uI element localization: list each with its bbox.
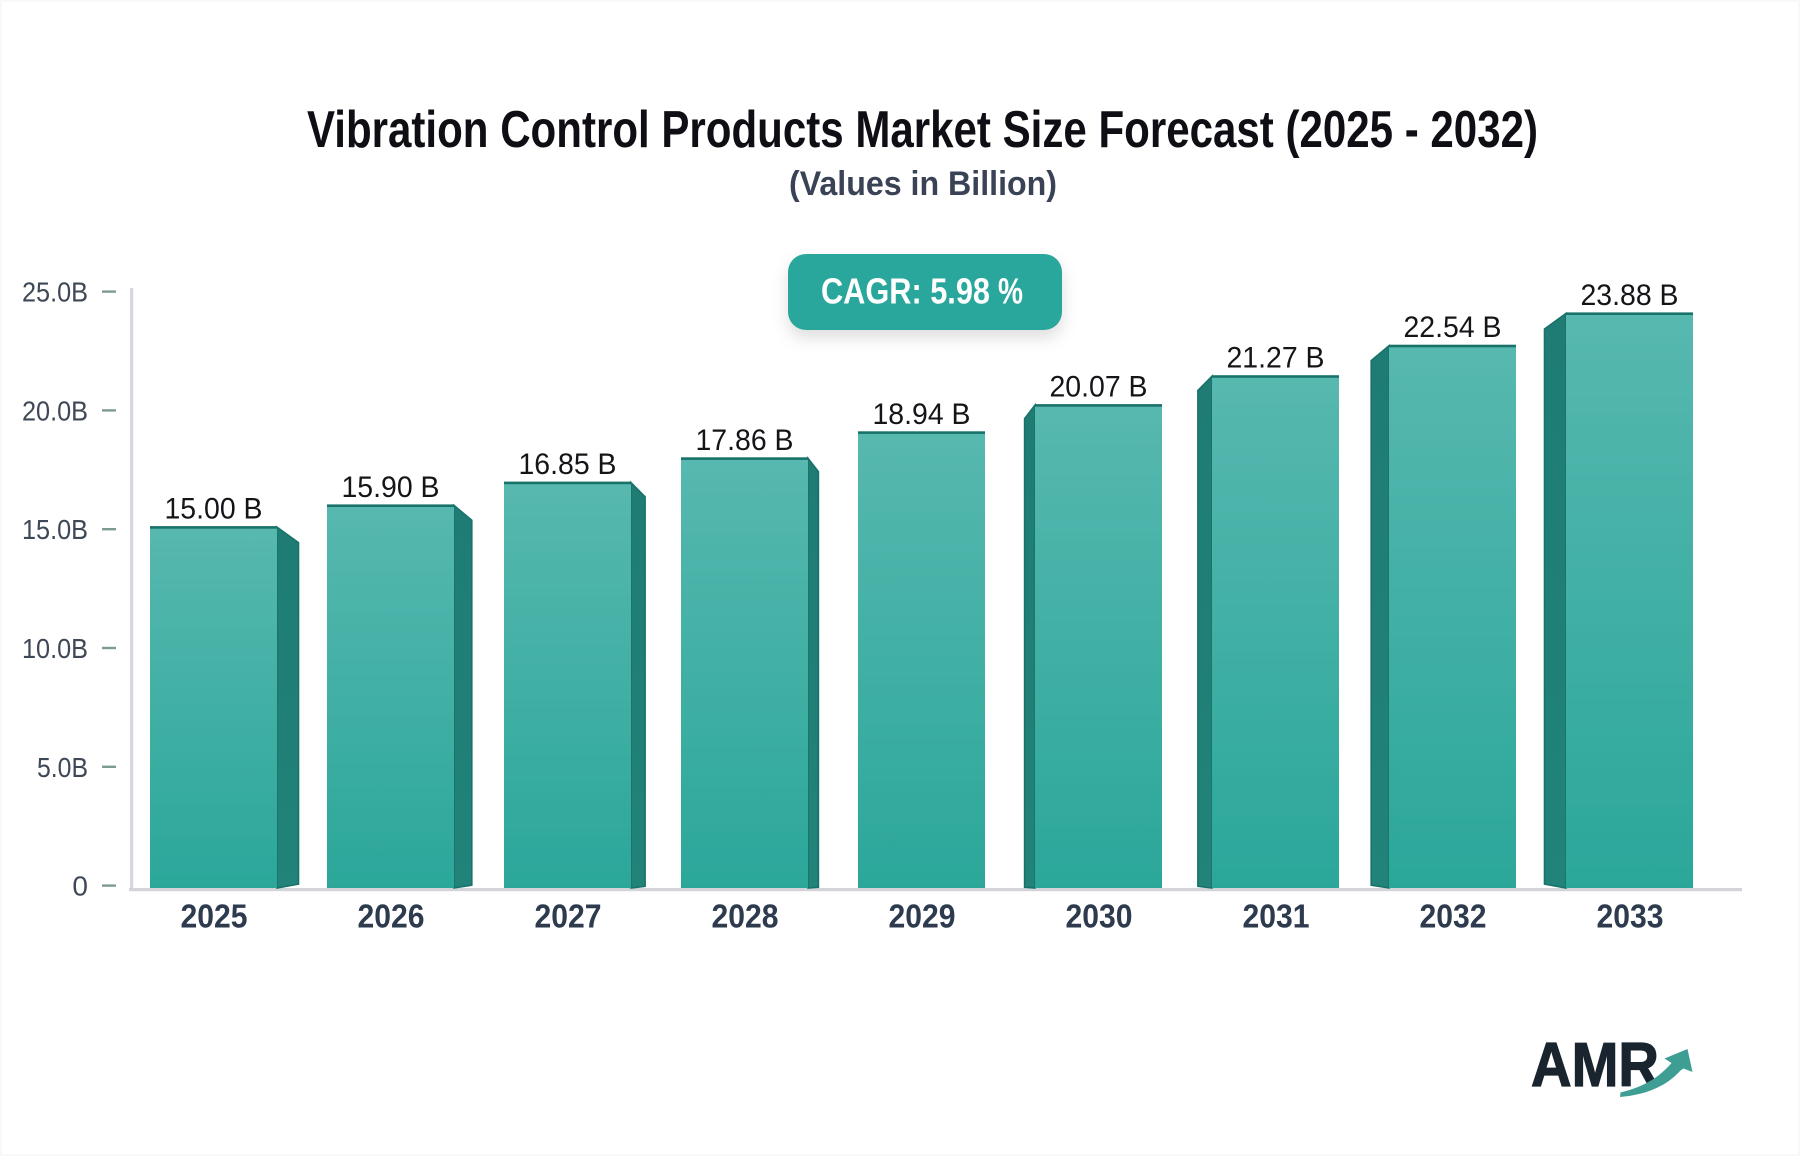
svg-text:18.94 B: 18.94 B: [873, 398, 971, 431]
svg-text:2030: 2030: [1066, 898, 1133, 935]
svg-text:%: %: [998, 271, 1023, 312]
svg-text:25.0B: 25.0B: [22, 277, 88, 308]
svg-text:CAGR: 5.98: CAGR: 5.98: [821, 271, 990, 312]
svg-text:2026: 2026: [358, 898, 425, 935]
svg-text:5.0B: 5.0B: [37, 752, 88, 783]
svg-text:15.0B: 15.0B: [22, 514, 88, 545]
svg-text:21.27 B: 21.27 B: [1227, 342, 1325, 375]
svg-text:2029: 2029: [889, 898, 956, 935]
svg-text:2028: 2028: [712, 898, 779, 935]
svg-text:17.86 B: 17.86 B: [696, 424, 794, 457]
svg-text:20.07 B: 20.07 B: [1050, 371, 1148, 404]
svg-text:2027: 2027: [535, 898, 602, 935]
svg-text:20.0B: 20.0B: [22, 395, 88, 426]
svg-text:2033: 2033: [1597, 898, 1664, 935]
svg-text:(Values in Billion): (Values in Billion): [789, 165, 1057, 203]
svg-text:15.00 B: 15.00 B: [165, 493, 263, 526]
svg-text:2032: 2032: [1420, 898, 1487, 935]
svg-text:Vibration Control Products Mar: Vibration Control Products Market Size F…: [307, 101, 1538, 159]
svg-text:2025: 2025: [181, 898, 248, 935]
svg-text:15.90 B: 15.90 B: [342, 471, 440, 504]
svg-text:0: 0: [72, 871, 88, 902]
svg-text:22.54 B: 22.54 B: [1404, 311, 1502, 344]
svg-text:23.88 B: 23.88 B: [1581, 279, 1679, 312]
svg-text:10.0B: 10.0B: [22, 633, 88, 664]
svg-text:16.85 B: 16.85 B: [519, 448, 617, 481]
svg-text:2031: 2031: [1243, 898, 1310, 935]
